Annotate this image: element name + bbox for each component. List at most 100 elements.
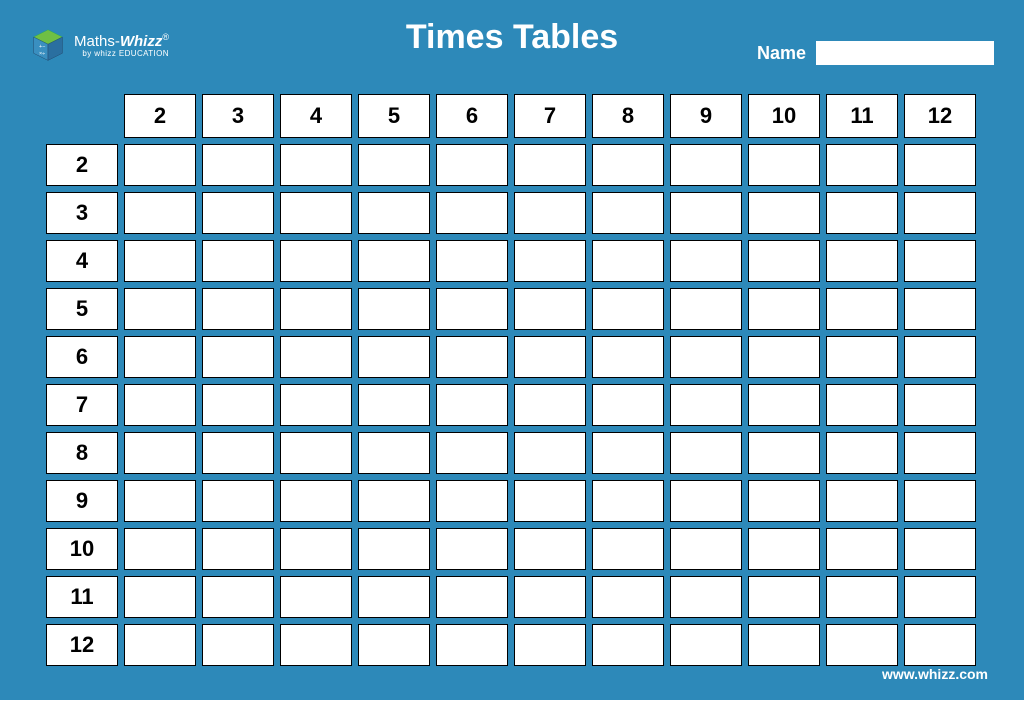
grid-cell[interactable]: [124, 192, 196, 234]
grid-cell[interactable]: [514, 336, 586, 378]
grid-cell[interactable]: [280, 432, 352, 474]
grid-cell[interactable]: [592, 480, 664, 522]
grid-cell[interactable]: [826, 576, 898, 618]
grid-cell[interactable]: [436, 624, 508, 666]
grid-cell[interactable]: [670, 240, 742, 282]
grid-cell[interactable]: [514, 288, 586, 330]
grid-cell[interactable]: [826, 240, 898, 282]
name-input[interactable]: [816, 41, 994, 65]
grid-cell[interactable]: [280, 288, 352, 330]
grid-cell[interactable]: [592, 624, 664, 666]
grid-cell[interactable]: [592, 144, 664, 186]
grid-cell[interactable]: [904, 240, 976, 282]
grid-cell[interactable]: [202, 288, 274, 330]
grid-cell[interactable]: [202, 384, 274, 426]
grid-cell[interactable]: [124, 432, 196, 474]
grid-cell[interactable]: [436, 384, 508, 426]
grid-cell[interactable]: [202, 192, 274, 234]
grid-cell[interactable]: [436, 432, 508, 474]
grid-cell[interactable]: [670, 144, 742, 186]
grid-cell[interactable]: [748, 192, 820, 234]
grid-cell[interactable]: [358, 240, 430, 282]
grid-cell[interactable]: [280, 144, 352, 186]
grid-cell[interactable]: [280, 192, 352, 234]
grid-cell[interactable]: [904, 576, 976, 618]
grid-cell[interactable]: [670, 288, 742, 330]
grid-cell[interactable]: [124, 336, 196, 378]
grid-cell[interactable]: [124, 288, 196, 330]
grid-cell[interactable]: [358, 192, 430, 234]
grid-cell[interactable]: [748, 432, 820, 474]
grid-cell[interactable]: [358, 576, 430, 618]
grid-cell[interactable]: [202, 336, 274, 378]
grid-cell[interactable]: [826, 336, 898, 378]
grid-cell[interactable]: [592, 336, 664, 378]
grid-cell[interactable]: [670, 576, 742, 618]
grid-cell[interactable]: [904, 288, 976, 330]
grid-cell[interactable]: [436, 144, 508, 186]
grid-cell[interactable]: [748, 288, 820, 330]
grid-cell[interactable]: [826, 192, 898, 234]
grid-cell[interactable]: [202, 480, 274, 522]
grid-cell[interactable]: [514, 384, 586, 426]
grid-cell[interactable]: [592, 288, 664, 330]
grid-cell[interactable]: [358, 624, 430, 666]
grid-cell[interactable]: [514, 528, 586, 570]
grid-cell[interactable]: [436, 288, 508, 330]
grid-cell[interactable]: [748, 336, 820, 378]
grid-cell[interactable]: [358, 384, 430, 426]
grid-cell[interactable]: [436, 240, 508, 282]
grid-cell[interactable]: [826, 624, 898, 666]
grid-cell[interactable]: [358, 144, 430, 186]
grid-cell[interactable]: [280, 576, 352, 618]
grid-cell[interactable]: [670, 336, 742, 378]
grid-cell[interactable]: [904, 528, 976, 570]
grid-cell[interactable]: [358, 288, 430, 330]
grid-cell[interactable]: [436, 480, 508, 522]
grid-cell[interactable]: [748, 144, 820, 186]
grid-cell[interactable]: [436, 192, 508, 234]
grid-cell[interactable]: [904, 624, 976, 666]
grid-cell[interactable]: [904, 144, 976, 186]
grid-cell[interactable]: [514, 192, 586, 234]
grid-cell[interactable]: [280, 384, 352, 426]
grid-cell[interactable]: [124, 624, 196, 666]
grid-cell[interactable]: [592, 576, 664, 618]
grid-cell[interactable]: [202, 432, 274, 474]
grid-cell[interactable]: [670, 480, 742, 522]
grid-cell[interactable]: [670, 192, 742, 234]
grid-cell[interactable]: [826, 432, 898, 474]
grid-cell[interactable]: [592, 192, 664, 234]
grid-cell[interactable]: [748, 480, 820, 522]
grid-cell[interactable]: [202, 144, 274, 186]
grid-cell[interactable]: [280, 528, 352, 570]
grid-cell[interactable]: [748, 576, 820, 618]
grid-cell[interactable]: [280, 480, 352, 522]
grid-cell[interactable]: [514, 240, 586, 282]
grid-cell[interactable]: [826, 384, 898, 426]
grid-cell[interactable]: [436, 528, 508, 570]
grid-cell[interactable]: [670, 528, 742, 570]
grid-cell[interactable]: [358, 528, 430, 570]
grid-cell[interactable]: [670, 384, 742, 426]
grid-cell[interactable]: [124, 528, 196, 570]
grid-cell[interactable]: [514, 144, 586, 186]
grid-cell[interactable]: [592, 432, 664, 474]
grid-cell[interactable]: [124, 480, 196, 522]
grid-cell[interactable]: [748, 528, 820, 570]
grid-cell[interactable]: [202, 576, 274, 618]
grid-cell[interactable]: [124, 384, 196, 426]
grid-cell[interactable]: [826, 144, 898, 186]
grid-cell[interactable]: [202, 240, 274, 282]
grid-cell[interactable]: [124, 576, 196, 618]
grid-cell[interactable]: [904, 480, 976, 522]
grid-cell[interactable]: [904, 336, 976, 378]
grid-cell[interactable]: [592, 240, 664, 282]
grid-cell[interactable]: [904, 384, 976, 426]
grid-cell[interactable]: [124, 144, 196, 186]
grid-cell[interactable]: [202, 528, 274, 570]
grid-cell[interactable]: [904, 432, 976, 474]
grid-cell[interactable]: [358, 480, 430, 522]
grid-cell[interactable]: [826, 528, 898, 570]
grid-cell[interactable]: [514, 480, 586, 522]
